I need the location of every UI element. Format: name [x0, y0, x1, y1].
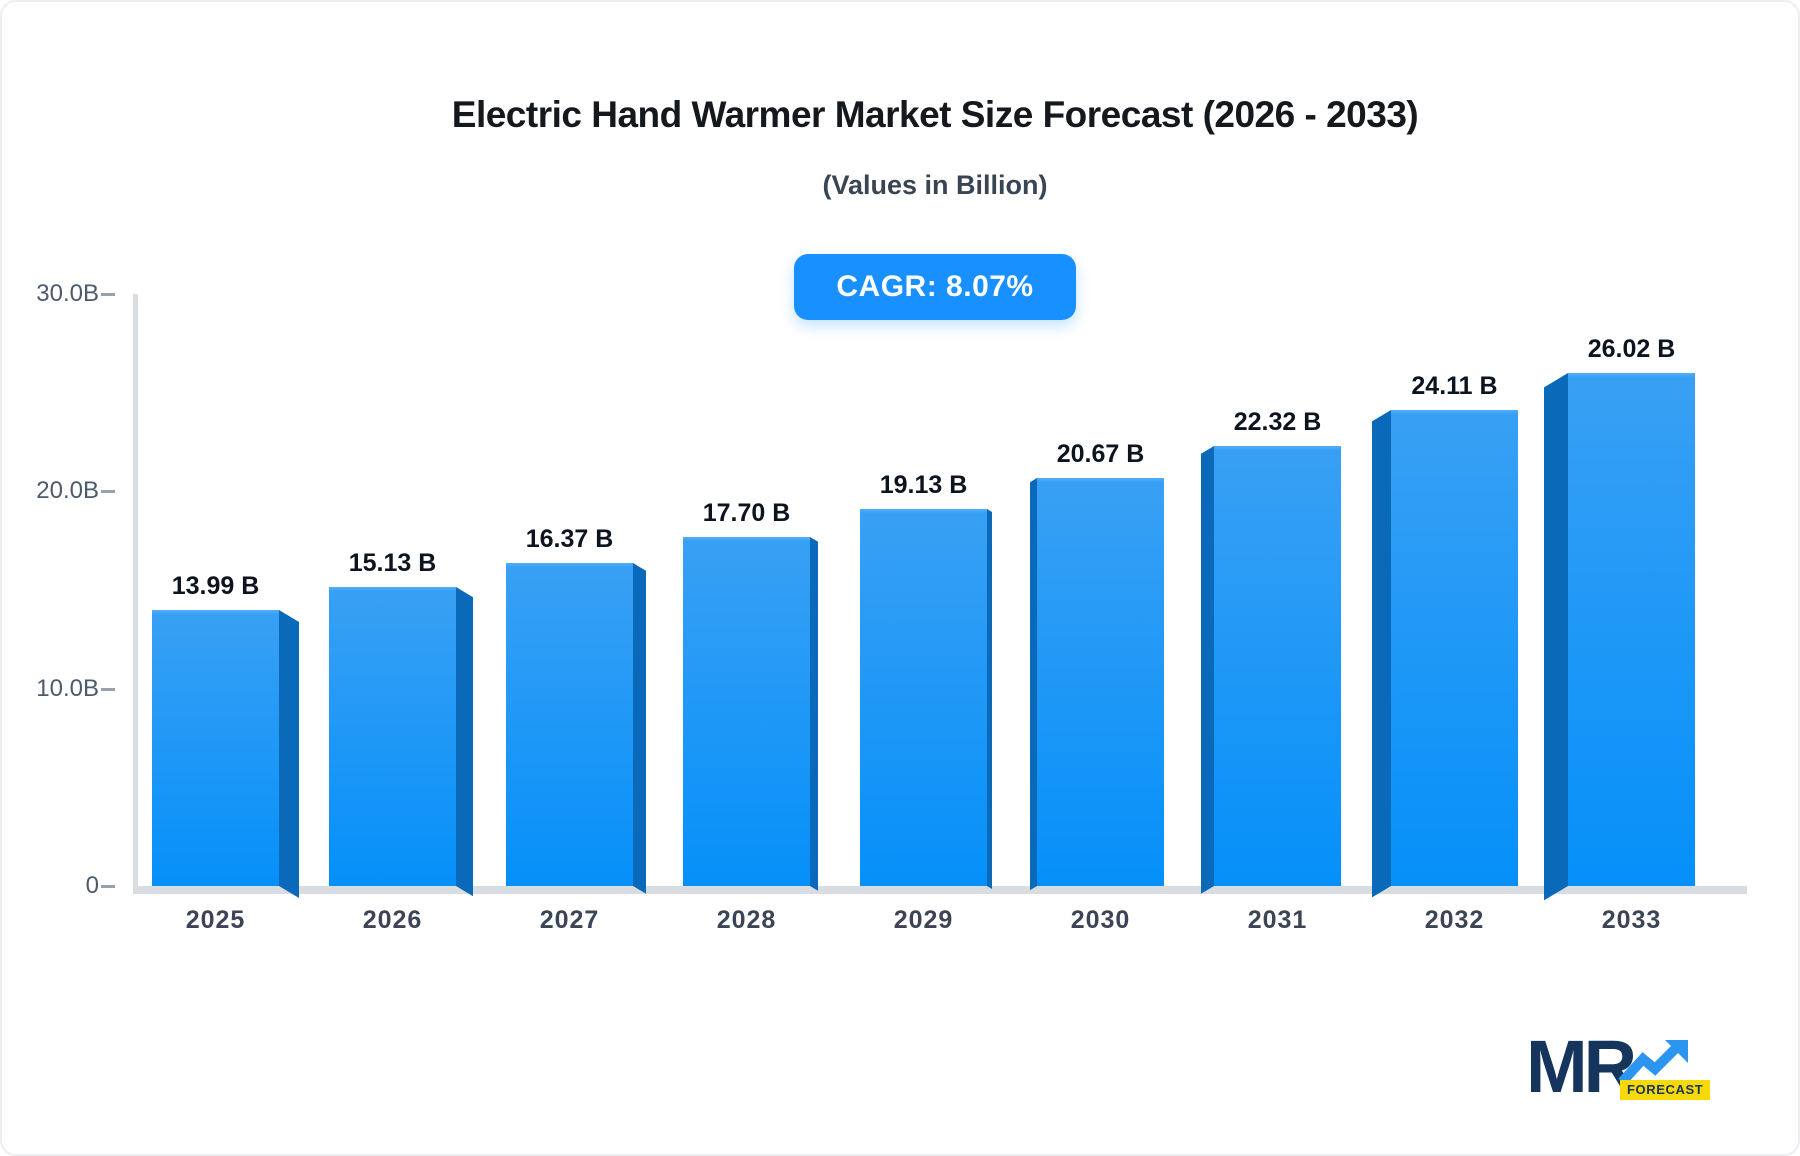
bar-front-face — [683, 537, 810, 886]
bar-front-face — [152, 610, 279, 886]
bar-side-face — [810, 537, 818, 891]
cagr-badge: CAGR: 8.07% — [794, 254, 1076, 320]
chart-subtitle: (Values in Billion) — [822, 170, 1048, 200]
x-axis-label-2030: 2030 — [1070, 906, 1131, 934]
bar-side-face — [456, 587, 473, 897]
y-axis-tick-label: 0 — [85, 872, 99, 899]
y-axis-tick-mark — [101, 293, 115, 296]
logo-forecast-badge: FORECAST — [1620, 1080, 1711, 1100]
x-axis-line — [133, 886, 1747, 894]
bar-side-face — [1372, 410, 1391, 898]
y-axis-tick-label: 20.0B — [36, 477, 99, 504]
x-axis-label-2026: 2026 — [362, 906, 423, 934]
x-axis-label-2025: 2025 — [185, 906, 246, 934]
y-axis-tick-mark — [101, 688, 115, 691]
bar-front-face — [860, 509, 987, 886]
bar-front-face — [506, 563, 633, 886]
bar-side-face — [279, 610, 299, 899]
y-axis-tick-label: 30.0B — [36, 280, 99, 307]
chart-title: Electric Hand Warmer Market Size Forecas… — [451, 94, 1419, 135]
bar-value-label: 24.11 B — [1411, 372, 1498, 400]
bar-side-face — [1201, 446, 1214, 894]
bar-side-face — [987, 509, 992, 890]
bar-value-label: 13.99 B — [171, 572, 260, 600]
bar-front-face — [1037, 478, 1164, 886]
bar-value-label: 20.67 B — [1056, 440, 1145, 468]
y-axis-tick-mark — [101, 490, 115, 493]
bar-side-face — [633, 563, 646, 894]
x-axis-label-2028: 2028 — [716, 906, 777, 934]
y-axis-line — [133, 294, 138, 894]
bar-front-face — [1568, 373, 1695, 886]
y-axis-tick-label: 10.0B — [36, 675, 99, 702]
trend-arrow-icon — [1618, 1040, 1688, 1086]
bar-side-face — [1544, 373, 1568, 901]
x-axis-label-2033: 2033 — [1601, 906, 1662, 934]
mr-forecast-logo: MR FORECAST — [1526, 1025, 1711, 1118]
x-axis-label-2029: 2029 — [893, 906, 954, 934]
x-axis-label-2027: 2027 — [539, 906, 600, 934]
bar-front-face — [1214, 446, 1341, 886]
y-axis-tick-mark — [101, 885, 115, 888]
bar-value-label: 15.13 B — [348, 549, 437, 577]
x-axis-label-2031: 2031 — [1247, 906, 1308, 934]
bar-value-label: 26.02 B — [1587, 335, 1676, 363]
bar-value-label: 17.70 B — [702, 499, 791, 527]
bar-front-face — [1391, 410, 1518, 886]
bar-front-face — [329, 587, 456, 886]
x-axis-label-2032: 2032 — [1424, 906, 1485, 934]
bar-value-label: 19.13 B — [879, 471, 968, 499]
bar-side-face — [1030, 478, 1037, 891]
bar-value-label: 16.37 B — [525, 525, 614, 553]
bar-value-label: 22.32 B — [1233, 408, 1322, 436]
logo-mr-text: MR — [1526, 1025, 1637, 1108]
